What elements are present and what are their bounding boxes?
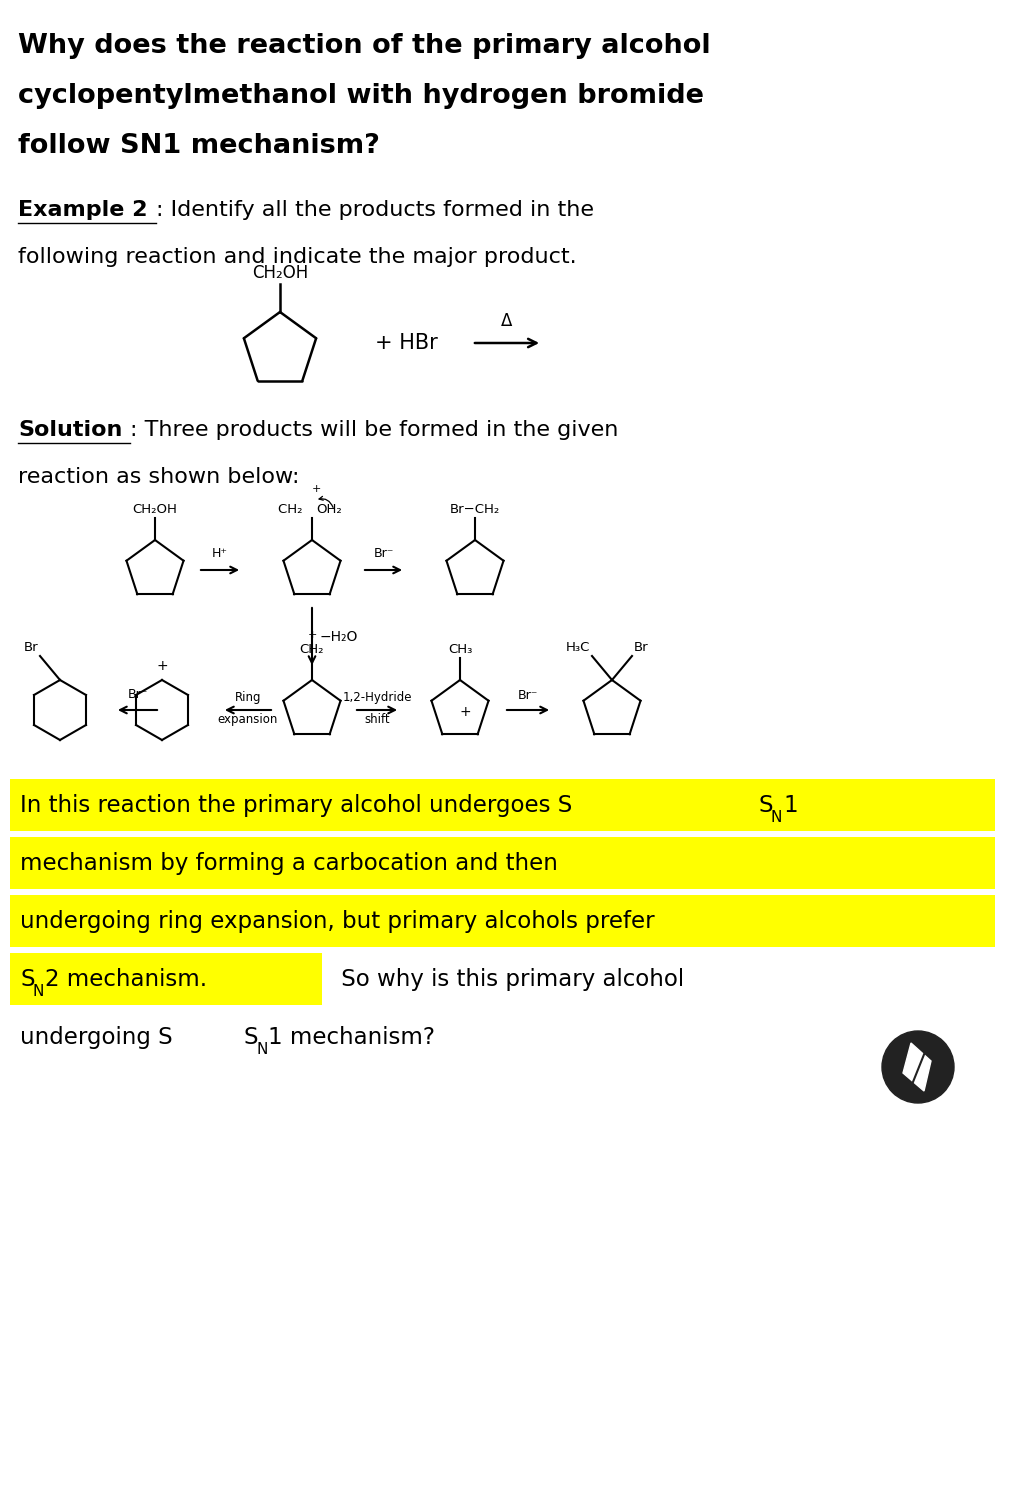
Text: Br−CH₂: Br−CH₂ — [450, 503, 500, 516]
Text: CH₃: CH₃ — [447, 643, 472, 656]
Text: + HBr: + HBr — [375, 333, 437, 354]
Text: N: N — [33, 983, 44, 998]
Text: Br⁻: Br⁻ — [518, 689, 539, 701]
Text: H⁺: H⁺ — [212, 546, 228, 560]
Text: +: + — [459, 704, 471, 719]
Text: expansion: expansion — [218, 713, 279, 725]
Text: N: N — [771, 810, 782, 825]
Text: Br⁻: Br⁻ — [374, 546, 394, 560]
Text: In this reaction the primary alcohol undergoes S: In this reaction the primary alcohol und… — [20, 793, 572, 817]
Text: undergoing S: undergoing S — [20, 1025, 173, 1049]
FancyBboxPatch shape — [10, 895, 995, 947]
Text: Br⁻: Br⁻ — [128, 688, 148, 701]
Text: following reaction and indicate the major product.: following reaction and indicate the majo… — [18, 247, 577, 266]
Text: −H₂O: −H₂O — [319, 629, 358, 644]
Text: OH₂: OH₂ — [316, 503, 342, 516]
Text: CH₂OH: CH₂OH — [132, 503, 177, 516]
Text: Ring: Ring — [234, 691, 261, 704]
FancyBboxPatch shape — [10, 953, 322, 1005]
Text: CH₂: CH₂ — [300, 643, 325, 656]
Text: : Three products will be formed in the given: : Three products will be formed in the g… — [130, 420, 618, 439]
Text: undergoing ring expansion, but primary alcohols prefer: undergoing ring expansion, but primary a… — [20, 909, 654, 933]
Text: Solution: Solution — [18, 420, 123, 439]
FancyBboxPatch shape — [10, 837, 995, 889]
Text: +: + — [311, 485, 321, 494]
Text: S: S — [243, 1025, 257, 1049]
Text: cyclopentylmethanol with hydrogen bromide: cyclopentylmethanol with hydrogen bromid… — [18, 83, 705, 108]
Text: H₃C: H₃C — [565, 641, 590, 655]
Text: CH₂OH: CH₂OH — [252, 263, 308, 281]
Polygon shape — [903, 1043, 931, 1091]
Text: Example 2: Example 2 — [18, 200, 147, 220]
Text: S: S — [20, 968, 35, 990]
Text: follow SN1 mechanism?: follow SN1 mechanism? — [18, 132, 380, 160]
Text: S: S — [758, 793, 772, 817]
Text: : Identify all the products formed in the: : Identify all the products formed in th… — [156, 200, 594, 220]
Text: N: N — [256, 1041, 267, 1057]
Text: Why does the reaction of the primary alcohol: Why does the reaction of the primary alc… — [18, 33, 711, 59]
Text: +: + — [157, 659, 168, 673]
Text: 1,2-Hydride: 1,2-Hydride — [342, 691, 412, 704]
Text: Δ: Δ — [502, 312, 513, 330]
Text: 2 mechanism.: 2 mechanism. — [45, 968, 207, 990]
FancyBboxPatch shape — [10, 780, 995, 831]
Text: So why is this primary alcohol: So why is this primary alcohol — [334, 968, 684, 990]
Circle shape — [882, 1031, 954, 1103]
Text: Br: Br — [634, 641, 648, 655]
Text: +: + — [307, 631, 316, 640]
Text: mechanism by forming a carbocation and then: mechanism by forming a carbocation and t… — [20, 852, 558, 874]
Text: 1: 1 — [783, 793, 798, 817]
Text: shift: shift — [365, 713, 390, 725]
Text: 1 mechanism?: 1 mechanism? — [268, 1025, 435, 1049]
Text: CH₂: CH₂ — [279, 503, 307, 516]
Text: reaction as shown below:: reaction as shown below: — [18, 467, 299, 488]
Text: Br: Br — [24, 641, 38, 655]
